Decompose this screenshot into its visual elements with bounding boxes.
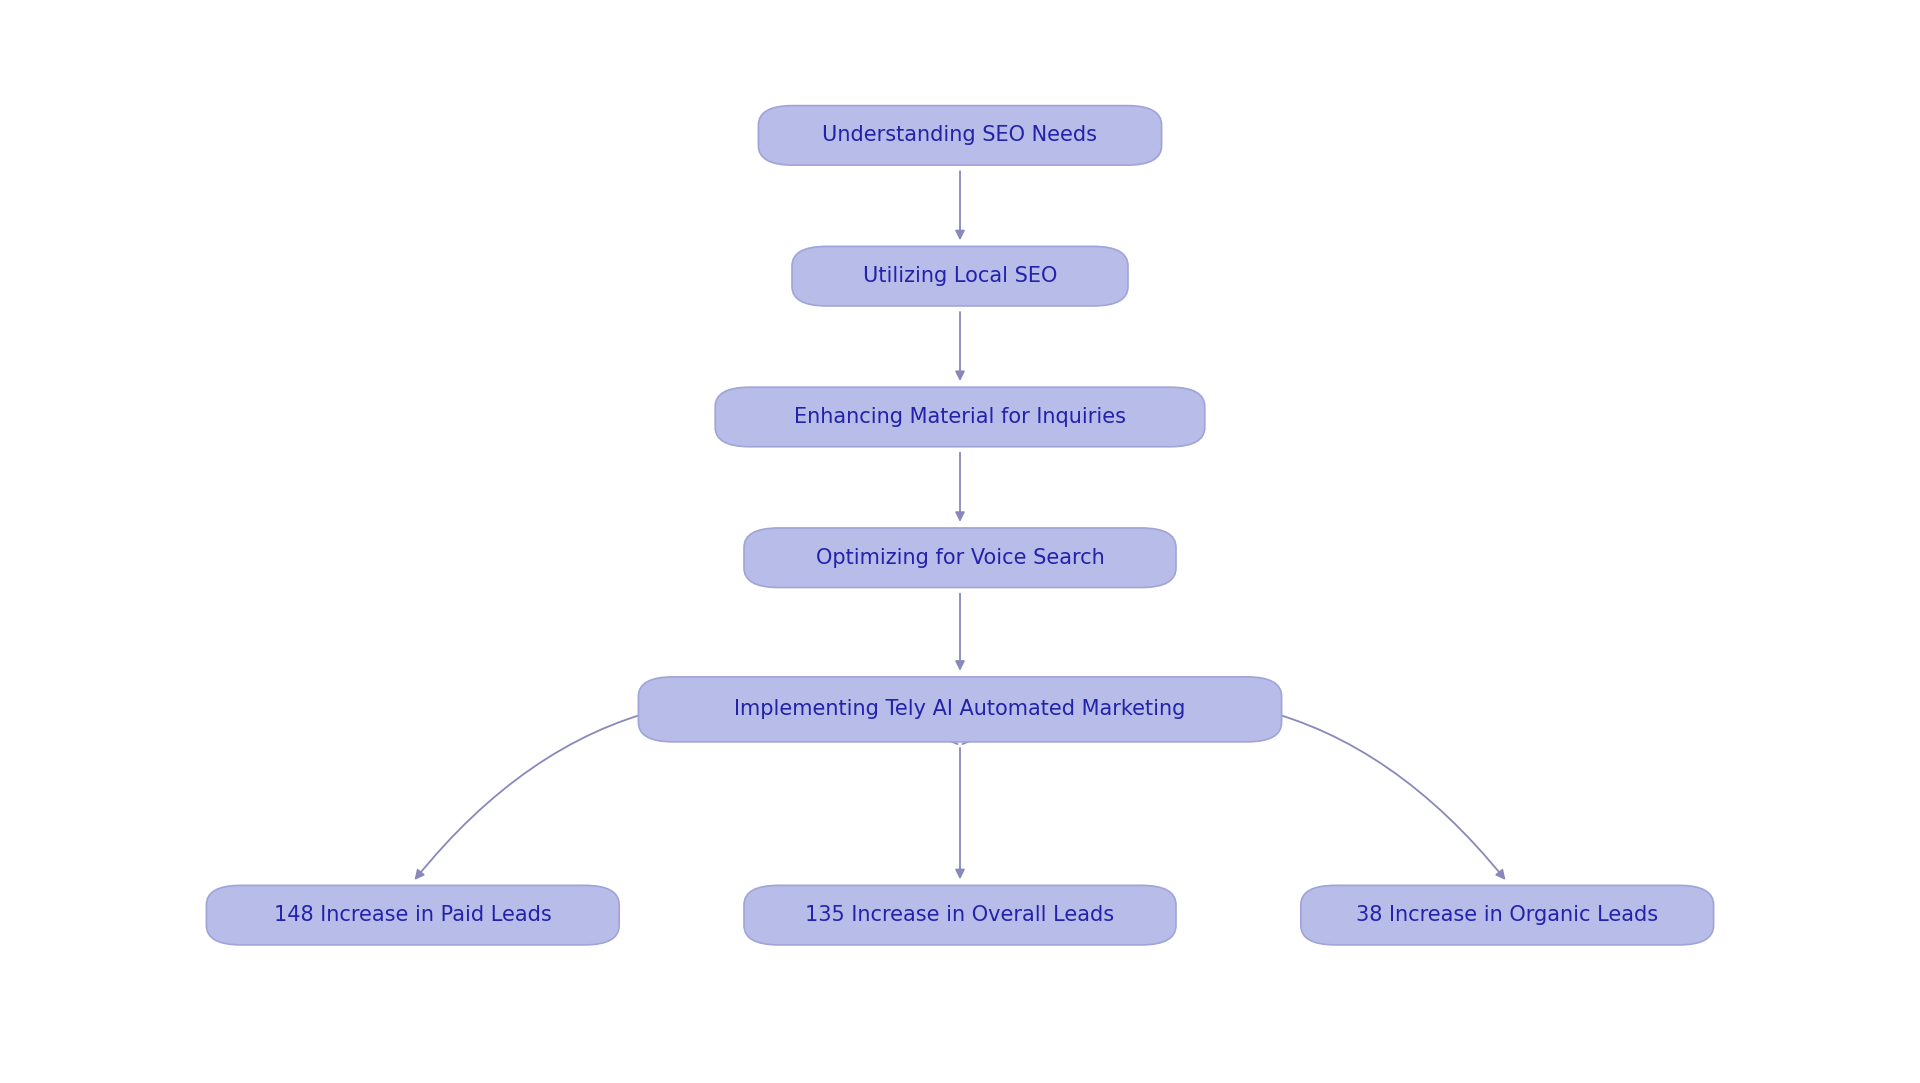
Text: 148 Increase in Paid Leads: 148 Increase in Paid Leads [275,905,551,925]
FancyBboxPatch shape [714,387,1206,446]
Text: Enhancing Material for Inquiries: Enhancing Material for Inquiries [795,407,1125,427]
FancyBboxPatch shape [745,886,1175,944]
Text: Optimizing for Voice Search: Optimizing for Voice Search [816,548,1104,567]
FancyBboxPatch shape [791,246,1127,305]
FancyBboxPatch shape [745,529,1175,587]
FancyBboxPatch shape [207,886,618,944]
Text: Utilizing Local SEO: Utilizing Local SEO [862,266,1058,286]
Text: 38 Increase in Organic Leads: 38 Increase in Organic Leads [1356,905,1659,925]
FancyBboxPatch shape [637,677,1283,742]
FancyBboxPatch shape [1302,886,1713,944]
Text: Understanding SEO Needs: Understanding SEO Needs [822,126,1098,145]
Text: Implementing Tely AI Automated Marketing: Implementing Tely AI Automated Marketing [733,700,1187,719]
Text: 135 Increase in Overall Leads: 135 Increase in Overall Leads [804,905,1116,925]
FancyBboxPatch shape [758,105,1162,165]
